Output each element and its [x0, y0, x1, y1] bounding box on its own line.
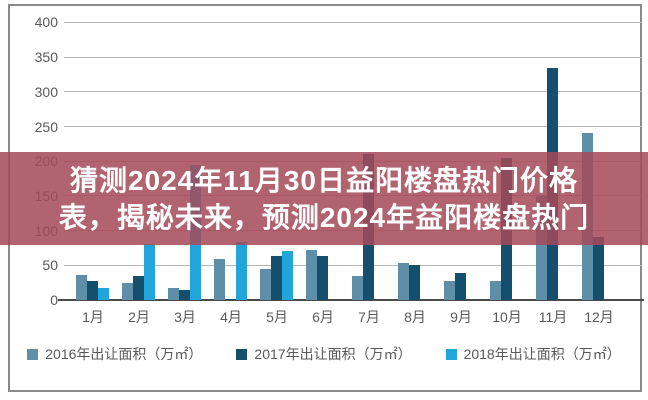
gridline: [64, 91, 642, 93]
y-axis-label: 400: [34, 14, 58, 31]
x-axis-label: 7月: [358, 309, 380, 325]
legend-item: 2017年出让面积（万㎡）: [236, 344, 412, 364]
bar-3月-2017年出让面积（万㎡）: [179, 289, 190, 300]
legend-swatch-icon: [27, 348, 39, 360]
bar-9月-2016年出让面积（万㎡）: [444, 280, 455, 300]
y-axis-label: 350: [34, 49, 58, 66]
bar-5月-2018年出让面积（万㎡）: [282, 251, 293, 300]
bar-12月-2017年出让面积（万㎡）: [593, 236, 604, 300]
bar-6月-2017年出让面积（万㎡）: [317, 256, 328, 300]
x-axis-label: 12月: [584, 309, 614, 325]
watermark-title-line1: 猜测2024年11月30日益阳楼盘热门价格: [69, 164, 579, 196]
gridline: [64, 126, 642, 127]
x-axis-label: 6月: [312, 309, 334, 325]
bar-5月-2017年出让面积（万㎡）: [271, 256, 282, 300]
bar-2月-2017年出让面积（万㎡）: [133, 276, 144, 300]
legend-item: 2018年出让面积（万㎡）: [445, 344, 621, 364]
y-axis-label: 250: [34, 118, 58, 135]
x-axis-label: 2月: [128, 309, 150, 325]
bar-8月-2016年出让面积（万㎡）: [398, 262, 409, 300]
legend-swatch-icon: [445, 348, 457, 360]
legend-label: 2018年出让面积（万㎡）: [463, 346, 621, 362]
gridline: [64, 56, 642, 58]
bar-1月-2017年出让面积（万㎡）: [87, 281, 98, 300]
y-axis-label: 300: [34, 83, 58, 100]
x-axis-label: 8月: [404, 309, 426, 325]
legend-swatch-icon: [236, 348, 248, 360]
gridline: [64, 264, 642, 266]
legend-item: 2016年出让面积（万㎡）: [27, 344, 202, 364]
legend-label: 2016年出让面积（万㎡）: [45, 346, 203, 362]
x-axis-label: 11月: [538, 309, 568, 325]
bar-11月-2016年出让面积（万㎡）: [536, 195, 547, 300]
bar-1月-2016年出让面积（万㎡）: [76, 275, 87, 300]
x-axis-label: 5月: [266, 309, 288, 325]
bar-2月-2018年出让面积（万㎡）: [144, 244, 155, 300]
bar-4月-2018年出让面积（万㎡）: [236, 241, 247, 300]
bar-9月-2017年出让面积（万㎡）: [455, 272, 466, 300]
bar-3月-2016年出让面积（万㎡）: [168, 287, 179, 300]
legend: 2016年出让面积（万㎡） 2017年出让面积（万㎡） 2018年出让面积（万㎡）: [0, 343, 648, 365]
bar-2月-2016年出让面积（万㎡）: [122, 283, 133, 300]
y-axis-label: 0: [50, 292, 58, 308]
watermark-overlay: 猜测2024年11月30日益阳楼盘热门价格 表，揭秘未来，预测2024年益阳楼盘…: [0, 152, 648, 245]
bar-4月-2017年出让面积（万㎡）: [225, 298, 236, 300]
bar-1月-2018年出让面积（万㎡）: [98, 287, 109, 300]
bar-7月-2016年出让面积（万㎡）: [352, 276, 363, 300]
x-axis-label: 4月: [220, 309, 242, 325]
x-axis-label: 3月: [174, 309, 196, 325]
bar-10月-2016年出让面积（万㎡）: [490, 281, 501, 300]
bar-6月-2016年出让面积（万㎡）: [306, 250, 317, 300]
gridline: [64, 21, 642, 23]
bar-5月-2016年出让面积（万㎡）: [260, 268, 271, 300]
x-axis-label: 10月: [492, 309, 522, 325]
x-axis-label: 1月: [82, 309, 104, 325]
x-axis-label: 9月: [450, 309, 472, 325]
legend-label: 2017年出让面积（万㎡）: [254, 346, 412, 362]
y-axis-label: 50: [42, 257, 58, 274]
bar-8月-2017年出让面积（万㎡）: [409, 265, 420, 300]
watermark-title-line2: 表，揭秘未来，预测2024年益阳楼盘热门: [58, 201, 590, 233]
bar-4月-2016年出让面积（万㎡）: [214, 259, 225, 300]
x-axis-baseline: [58, 299, 644, 301]
